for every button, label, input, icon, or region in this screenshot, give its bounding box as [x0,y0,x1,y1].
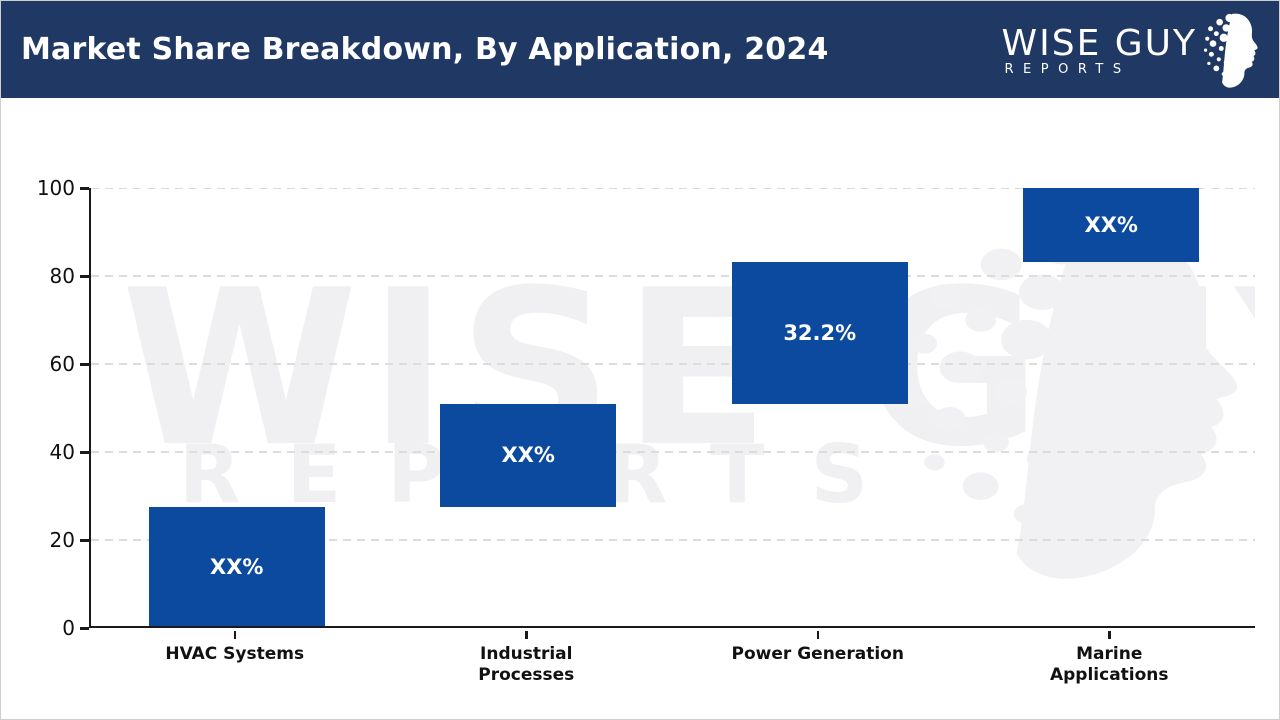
brand-logo-text: WISE GUY REPORTS [1001,22,1198,78]
y-axis-tick-label: 60 [49,352,75,376]
gridline-y100 [91,188,1255,189]
x-axis-category-label: HVAC Systems [165,644,305,664]
x-axis-category-label: Marine Applications [1049,644,1169,686]
y-axis-tick-label: 100 [36,176,75,200]
brand-logo: WISE GUY REPORTS [1002,7,1266,95]
gridline-y40 [91,451,1255,453]
x-axis-category-label: Industrial Processes [478,644,575,686]
y-axis-tick-mark [80,627,89,630]
brand-name: WISE GUY [1001,22,1197,64]
watermark-head-icon [903,223,1237,579]
y-axis-tick-label: 80 [49,264,75,288]
x-axis-tick-mark [525,630,528,639]
gridline-y80 [91,275,1255,277]
plot-area: WISE GUY REPORTS XX%XX%32.2%XX% [89,188,1255,628]
bar-value-label: 32.2% [783,321,857,346]
bar-hvac-systems: XX% [148,506,325,626]
x-axis-tick-mark [816,630,820,639]
y-axis-tick-label: 40 [49,440,75,464]
y-axis-tick-mark [80,451,89,454]
bar-power-generation: 32.2% [731,262,908,405]
gridline-y60 [91,363,1255,365]
chart-area: WISE GUY REPORTS XX%XX%32.2%XX% 02040608… [1,98,1279,719]
y-axis-tick-label: 0 [62,616,75,640]
brand-tagline: REPORTS [1004,62,1131,78]
x-axis-tick-mark [233,630,237,639]
header: Market Share Breakdown, By Application, … [1,1,1279,98]
brand-head-icon [1203,13,1258,88]
x-axis-category-label: Power Generation [731,644,904,664]
y-axis-tick-mark [80,187,89,190]
y-axis-tick-mark [80,275,89,278]
bar-value-label: XX% [210,555,264,580]
y-axis-tick-mark [80,363,89,366]
page-title: Market Share Breakdown, By Application, … [21,32,829,67]
bar-value-label: XX% [1084,213,1138,238]
y-axis-tick-mark [80,539,89,542]
bar-value-label: XX% [501,443,555,468]
gridline-y20 [91,539,1255,541]
bar-industrial-processes: XX% [440,404,617,507]
bar-marine-applications: XX% [1023,188,1200,263]
x-axis-tick-mark [1108,630,1111,639]
y-axis-tick-label: 20 [49,528,75,552]
